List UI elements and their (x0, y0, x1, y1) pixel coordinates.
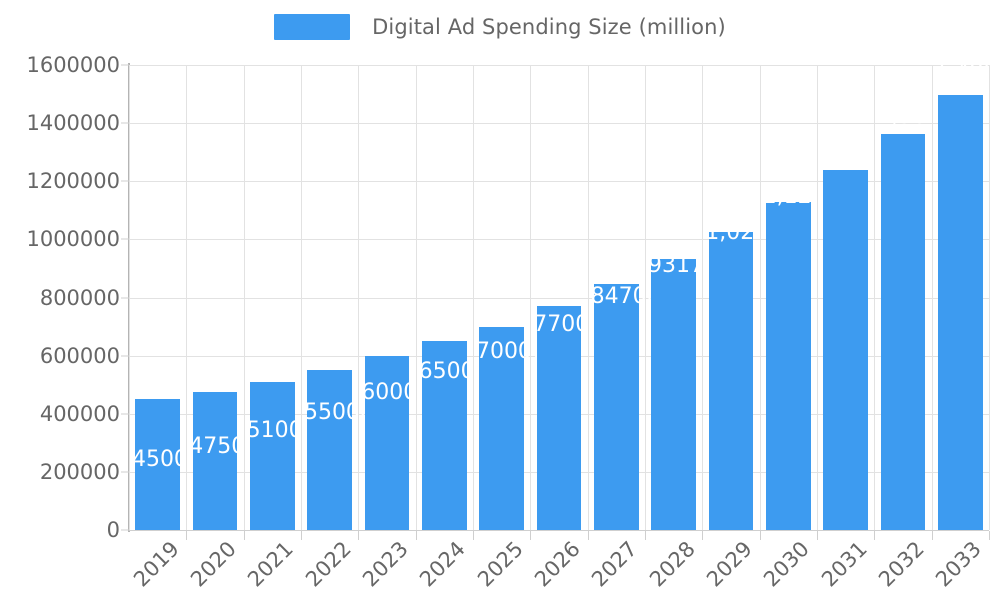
y-axis-tick-label: 200000 (39, 459, 120, 484)
x-axis-tick-label: 2033 (931, 536, 987, 592)
plot-area: 450000 475000 510000 550000 600000 650000 7000… (129, 59, 1000, 531)
y-axis-tick-mark (121, 180, 129, 182)
y-axis-tick-mark (121, 122, 129, 124)
vertical-gridline (243, 65, 245, 530)
gridline (129, 239, 989, 241)
x-axis-tick-mark (473, 531, 474, 540)
x-axis-tick-label: 2024 (415, 536, 471, 592)
bar[interactable] (880, 134, 926, 530)
y-axis-tick-label: 0 (106, 518, 120, 542)
gridline (129, 530, 989, 531)
x-axis-tick-label: 2022 (300, 536, 356, 592)
vertical-gridline (530, 65, 532, 530)
x-axis-tick-label: 2030 (759, 536, 815, 592)
vertical-gridline (989, 65, 990, 530)
x-axis-tick-label: 2025 (472, 536, 528, 592)
chart-legend: Digital Ad Spending Size (million) (0, 14, 1000, 40)
bar[interactable] (765, 202, 811, 530)
legend-label: Digital Ad Spending Size (million) (372, 15, 726, 39)
x-axis-tick-mark (817, 531, 818, 540)
x-axis-tick-mark (186, 531, 188, 540)
gridline (129, 297, 989, 299)
x-axis-tick-label: 2021 (243, 536, 299, 592)
vertical-gridline (759, 65, 761, 530)
bar[interactable] (823, 169, 869, 530)
y-axis-tick-label: 1000000 (26, 227, 120, 252)
bar[interactable] (249, 381, 295, 530)
x-axis-tick-label: 2019 (128, 536, 184, 592)
x-axis-tick-label: 2031 (816, 536, 872, 592)
y-axis-tick-mark (121, 238, 129, 240)
x-axis-tick-label: 2020 (186, 536, 241, 592)
x-axis-tick-mark (358, 531, 360, 540)
vertical-gridline (301, 65, 302, 530)
x-axis-tick-label: 2026 (530, 536, 585, 592)
y-axis-tick-label: 800000 (39, 285, 120, 310)
bar[interactable] (192, 391, 238, 530)
x-axis-tick-mark (243, 531, 245, 540)
y-axis-tick-mark (121, 297, 129, 298)
x-axis-tick-label: 2028 (644, 536, 700, 592)
x-axis-tick-mark (702, 531, 704, 540)
x-axis-tick-label: 2032 (874, 536, 929, 592)
vertical-gridline (186, 65, 188, 530)
vertical-gridline (702, 65, 704, 530)
bar[interactable] (135, 399, 181, 530)
bar[interactable] (364, 355, 410, 530)
bar[interactable] (479, 326, 525, 530)
vertical-gridline (931, 65, 933, 530)
x-axis-tick-mark (530, 531, 532, 540)
bar[interactable] (421, 341, 467, 530)
vertical-gridline (874, 65, 876, 530)
x-axis-tick-mark (415, 531, 417, 540)
y-axis-tick-mark (121, 529, 129, 531)
x-axis-tick-label: 2027 (587, 536, 643, 592)
bar[interactable] (708, 232, 754, 530)
x-axis-tick-mark (645, 531, 646, 540)
vertical-gridline (817, 65, 818, 530)
y-axis-tick-mark (121, 413, 129, 415)
vertical-gridline (415, 65, 417, 530)
bar[interactable] (937, 94, 983, 530)
y-axis-tick-mark (121, 355, 129, 357)
bar-data-label: 1,498,225 (934, 58, 1000, 84)
y-axis-tick-mark (121, 64, 129, 66)
x-axis-tick-label: 2029 (702, 536, 757, 592)
gridline (129, 181, 989, 183)
x-axis-tick-label: 2023 (358, 536, 413, 592)
x-axis-tick-mark (989, 531, 990, 540)
bar-data-label: 1,362,022 (877, 104, 990, 130)
bar-data-label: 1,239,033 (819, 145, 932, 171)
y-axis-tick-label: 1200000 (26, 169, 120, 194)
bar[interactable] (536, 306, 582, 530)
bar[interactable] (651, 259, 697, 530)
vertical-gridline (587, 65, 589, 530)
vertical-gridline (129, 65, 130, 530)
bar[interactable] (307, 370, 353, 530)
x-axis-tick-mark (587, 531, 589, 540)
vertical-gridline (358, 65, 360, 530)
x-axis-tick-mark (874, 531, 876, 540)
vertical-gridline (645, 65, 646, 530)
legend-swatch-icon (274, 14, 351, 40)
y-axis-tick-label: 400000 (39, 401, 120, 426)
gridline (129, 65, 989, 66)
vertical-gridline (473, 65, 474, 530)
y-axis-tick-label: 1400000 (26, 111, 120, 136)
x-axis-tick-mark (301, 531, 302, 540)
y-axis-tick-mark (121, 471, 129, 473)
gridline (129, 123, 989, 125)
y-axis-tick-label: 600000 (39, 343, 120, 368)
bar[interactable] (593, 283, 639, 530)
x-axis-tick-mark (759, 531, 761, 540)
y-axis-tick-label: 1600000 (26, 53, 120, 77)
x-axis-tick-mark (931, 531, 933, 540)
